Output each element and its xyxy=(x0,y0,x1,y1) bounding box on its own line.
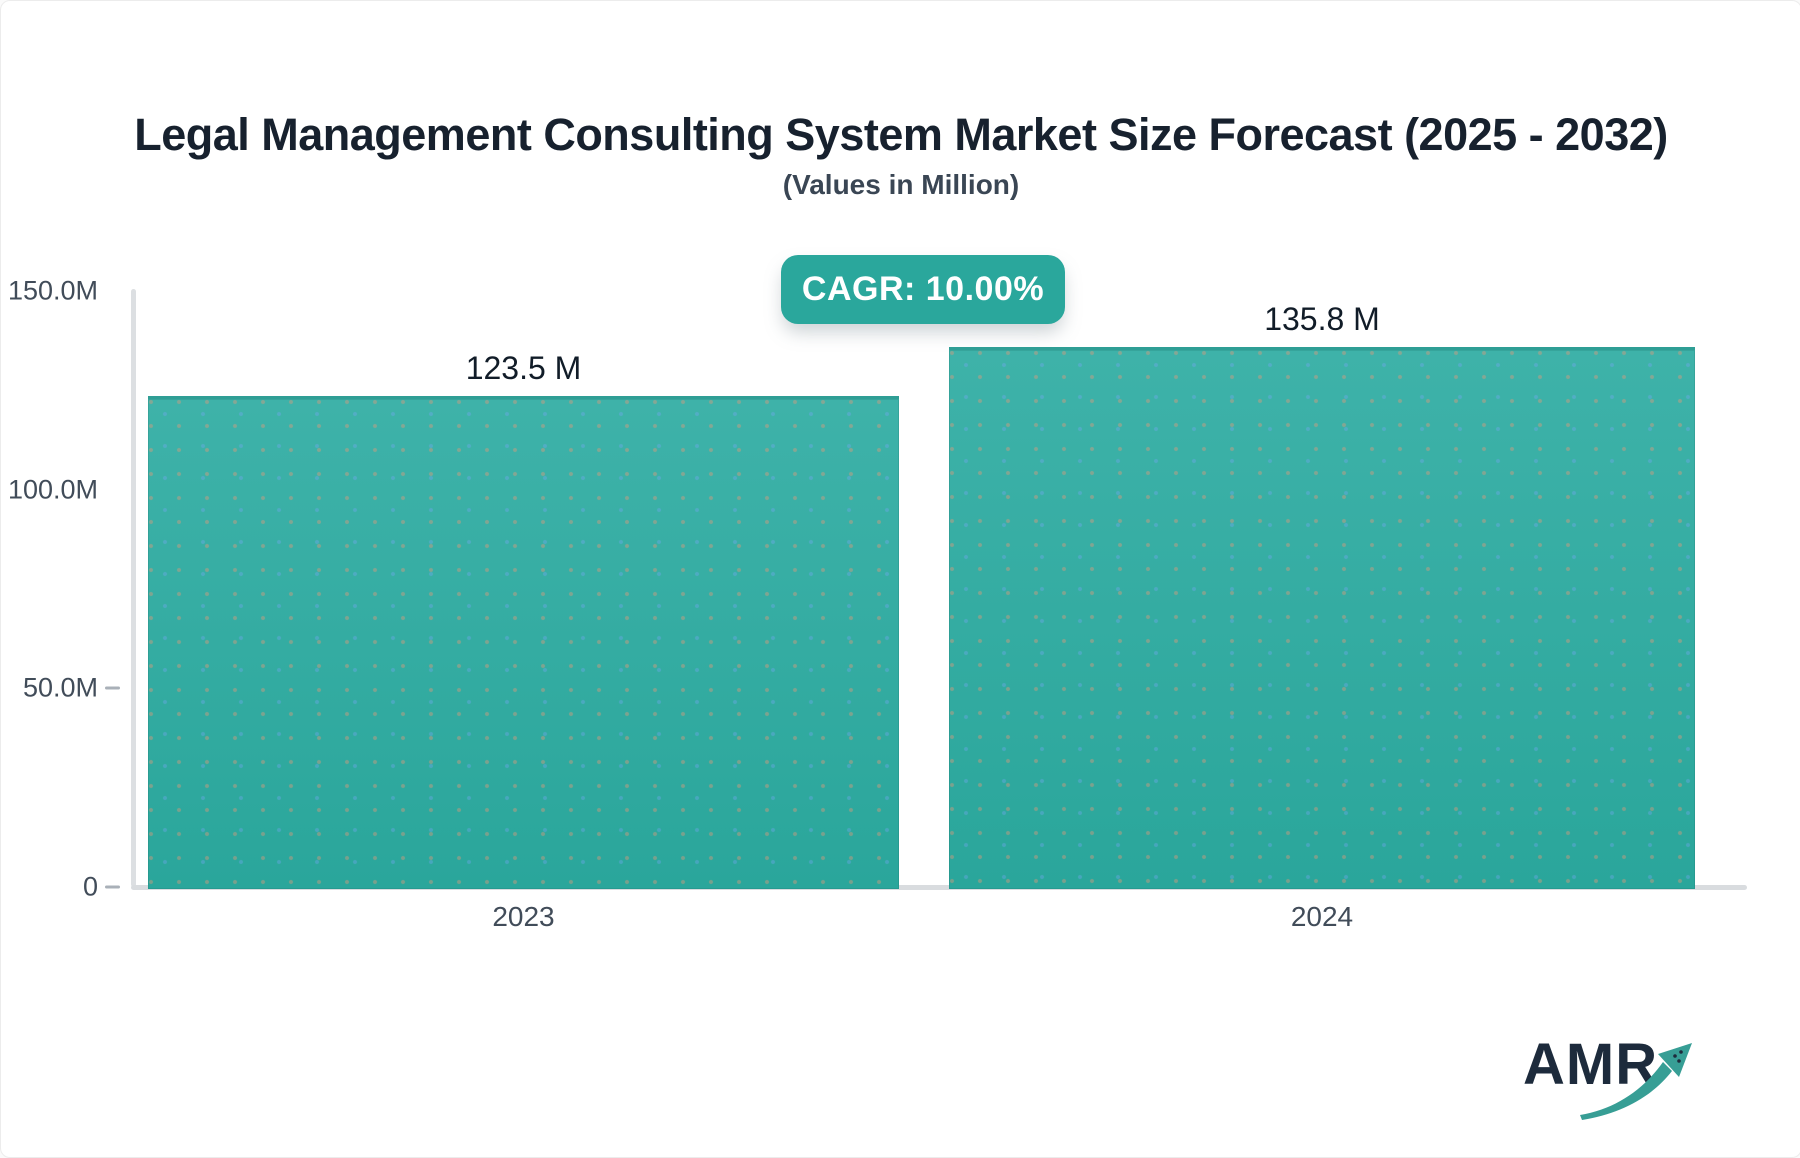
y-axis-tick-label: 150.0M xyxy=(7,275,98,306)
y-axis-tick-mark xyxy=(105,885,120,889)
growth-arrow-icon xyxy=(1580,1043,1692,1120)
bar-2023[interactable] xyxy=(148,396,899,889)
chart-title: Legal Management Consulting System Marke… xyxy=(134,109,1668,160)
cagr-badge-label: CAGR: 10.00% xyxy=(801,270,1045,308)
y-axis-tick-label: 50.0M xyxy=(22,672,98,703)
x-axis-label-2023: 2023 xyxy=(492,901,555,932)
cagr-badge: CAGR: 10.00% xyxy=(781,255,1065,324)
bar-value-label-2024: 135.8 M xyxy=(1264,301,1380,338)
y-axis-tick-label: 100.0M xyxy=(7,474,98,505)
bar-2024[interactable] xyxy=(949,347,1695,889)
amr-logo-text: AMR xyxy=(1523,1032,1659,1097)
chart-subtitle: (Values in Million) xyxy=(782,169,1020,200)
bar-value-label-2023: 123.5 M xyxy=(465,350,582,387)
x-axis-label-2024: 2024 xyxy=(1290,901,1354,932)
amr-logo: AMR xyxy=(1523,1019,1738,1129)
y-axis-tick-label: 0 xyxy=(82,871,98,902)
x-axis-line xyxy=(131,885,1747,890)
y-axis-tick-mark xyxy=(105,686,120,690)
y-axis-line xyxy=(131,289,136,887)
